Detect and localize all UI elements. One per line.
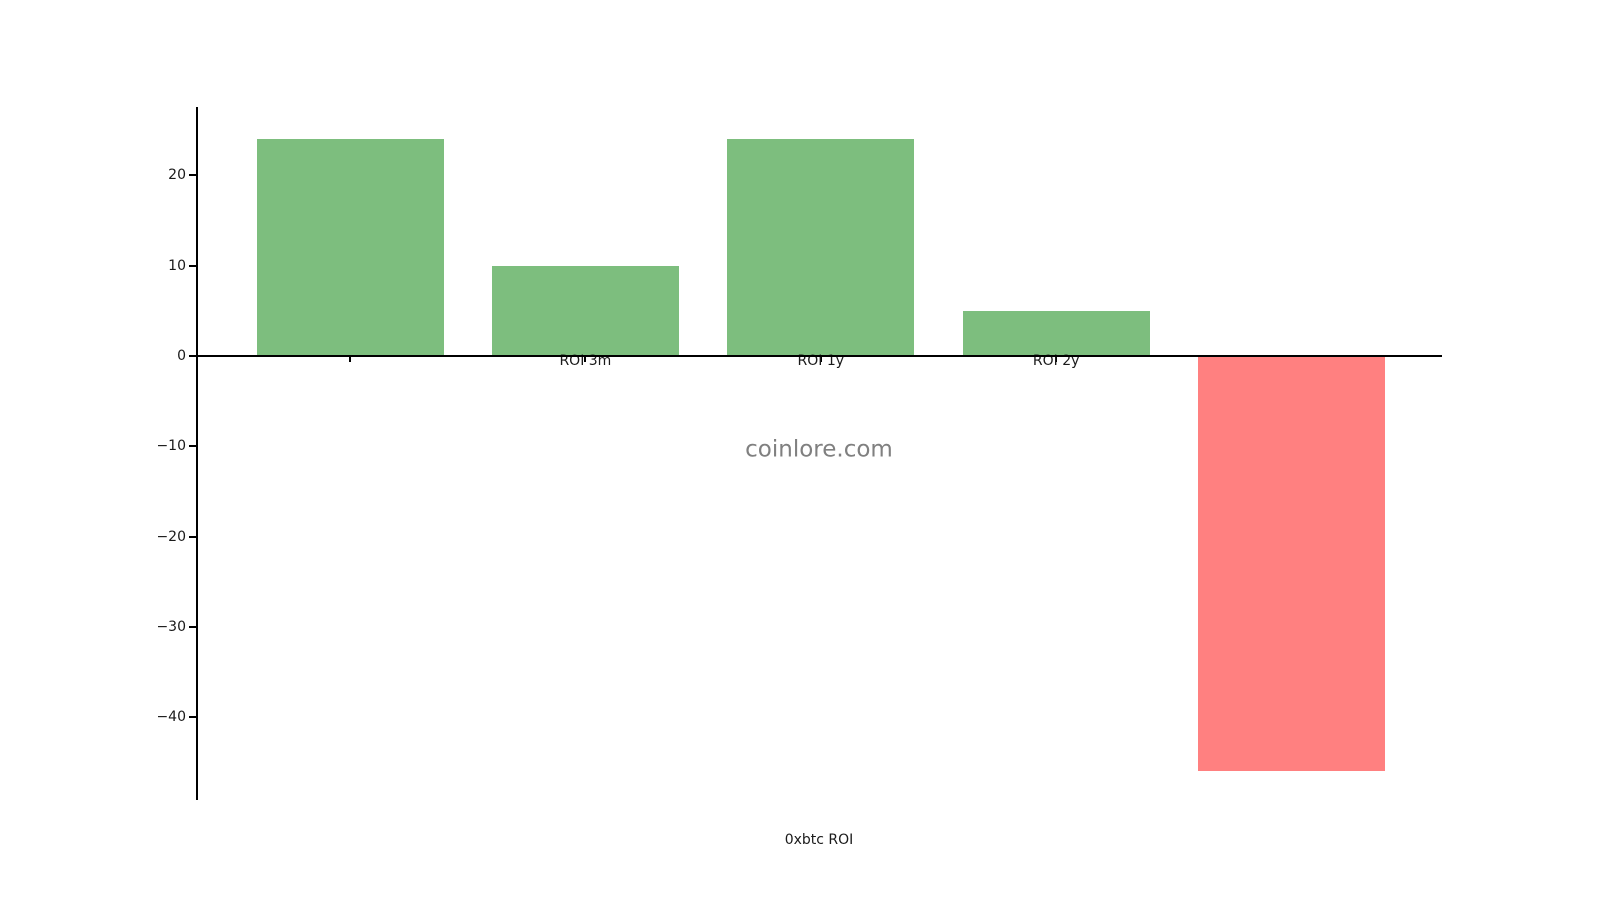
y-tick-label: 20 [168, 167, 186, 184]
y-tick [189, 174, 197, 177]
x-tick-label: ROI 2y [1032, 353, 1080, 369]
bar-roi-1y [727, 139, 915, 356]
y-tick-label: 10 [168, 257, 186, 274]
y-tick [189, 535, 197, 538]
x-tick-label: ROI 3m [559, 353, 612, 369]
bar-roi-3m [491, 265, 679, 356]
y-tick [189, 716, 197, 719]
watermark: coinlore.com [745, 436, 893, 463]
x-axis-line [197, 355, 1442, 357]
y-tick-label: −40 [156, 709, 186, 726]
y-tick [189, 264, 197, 267]
bar-roi-2y [962, 310, 1150, 356]
y-axis-spine [196, 107, 198, 800]
x-tick [584, 356, 587, 362]
x-tick-label: ROI 1y [797, 353, 845, 369]
x-axis-title: 0xbtc ROI [784, 832, 854, 848]
y-tick-label: −10 [156, 438, 186, 455]
y-tick [189, 355, 197, 357]
x-tick [819, 356, 822, 362]
x-tick [349, 356, 351, 362]
y-tick-label: −20 [156, 528, 186, 545]
y-tick [189, 625, 197, 628]
y-tick [189, 445, 197, 448]
y-tick-label: −30 [156, 618, 186, 635]
bar-category-5 [1198, 356, 1386, 772]
bar-category-1 [256, 139, 444, 356]
x-tick [1055, 356, 1058, 362]
y-tick-label: 0 [177, 348, 186, 364]
